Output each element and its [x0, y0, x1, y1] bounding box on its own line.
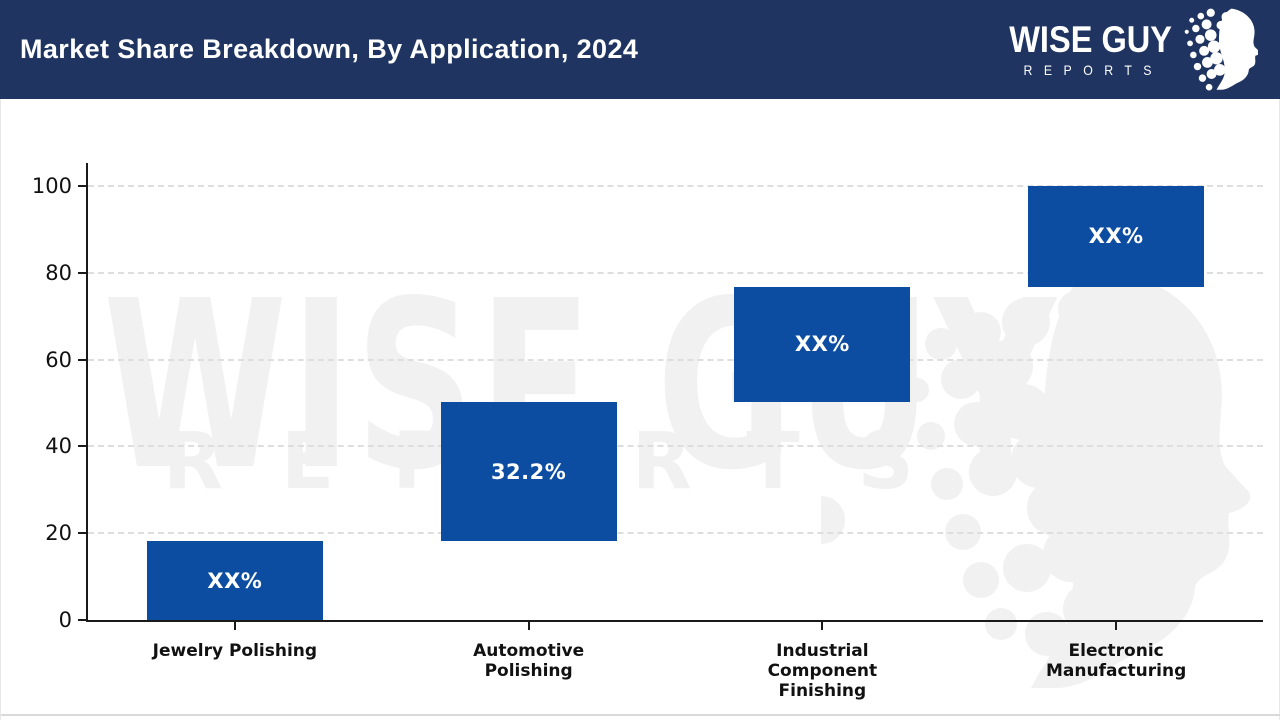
- gridline: [88, 445, 1263, 448]
- y-tick: [78, 358, 86, 361]
- brand-face-icon: [1184, 8, 1258, 91]
- x-category-label: Industrial Component Finishing: [767, 641, 878, 701]
- bar-segment: [734, 286, 911, 402]
- y-tick: [78, 532, 86, 535]
- gridline: [88, 185, 1263, 187]
- bar-value-label: XX%: [207, 568, 263, 593]
- brand-sub: REPORTS: [1023, 62, 1163, 78]
- footer-divider: [1, 714, 1280, 716]
- x-tick: [821, 622, 824, 630]
- y-tick-label: 60: [45, 347, 72, 372]
- chart-area: WISE GUY REPORTS 020406080100XX%Jewelry …: [0, 99, 1280, 720]
- gridline: [88, 532, 1263, 535]
- brand-logo: WISE GUY REPORTS: [987, 7, 1262, 93]
- x-axis-line: [86, 620, 1263, 622]
- gridline: [88, 358, 1263, 361]
- y-tick: [78, 185, 86, 187]
- y-axis-line: [86, 163, 88, 622]
- brand-text: WISE GUY REPORTS: [1009, 21, 1172, 78]
- y-tick: [78, 619, 86, 621]
- gridline: [88, 271, 1263, 274]
- x-tick: [527, 622, 530, 630]
- bar-segment: [440, 401, 617, 542]
- bar-segment: [1028, 186, 1205, 287]
- y-tick-label: 80: [45, 260, 72, 285]
- chart-title: Market Share Breakdown, By Application, …: [20, 34, 639, 64]
- x-category-label: Automotive Polishing: [473, 641, 585, 681]
- bar-value-label: 32.2%: [490, 459, 567, 484]
- y-tick-label: 0: [58, 608, 72, 632]
- bar-segment: [146, 541, 323, 620]
- brand-name: WISE GUY: [1009, 19, 1172, 60]
- x-category-label: Jewelry Polishing: [152, 641, 318, 661]
- y-tick-label: 100: [31, 174, 72, 198]
- bar-value-label: XX%: [1088, 224, 1144, 249]
- y-tick: [78, 445, 86, 448]
- x-tick: [1115, 622, 1118, 630]
- y-tick: [78, 271, 86, 274]
- bar-value-label: XX%: [794, 332, 850, 357]
- header: Market Share Breakdown, By Application, …: [0, 0, 1280, 99]
- x-tick: [233, 622, 236, 630]
- y-tick-label: 40: [45, 434, 72, 459]
- y-tick-label: 20: [45, 521, 72, 546]
- x-category-label: Electronic Manufacturing: [1046, 641, 1187, 681]
